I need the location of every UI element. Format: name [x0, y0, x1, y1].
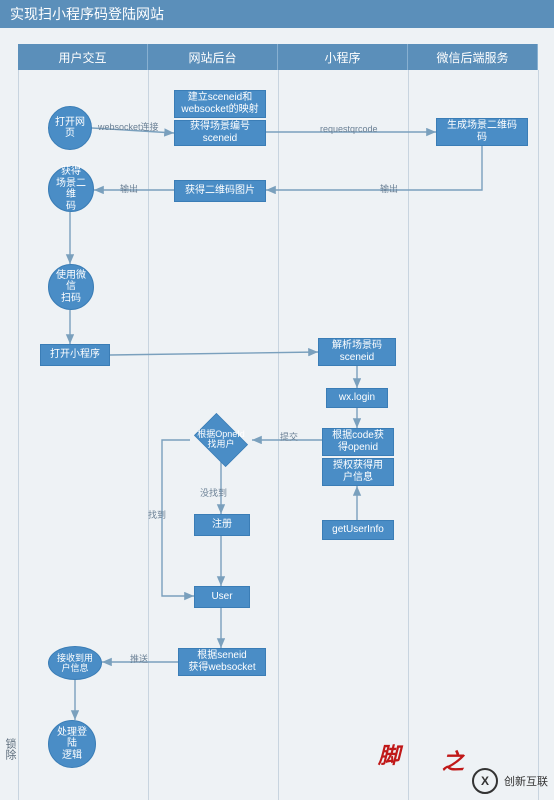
edge-label: 输出 — [380, 182, 398, 195]
flow-node-c_get_qr: 获得场景二维码 — [48, 166, 94, 212]
flow-node-r_gen_qr: 生成场景二维码码 — [436, 118, 528, 146]
flow-node-c_recv: 接收到用户信息 — [48, 646, 102, 680]
flow-node-r_qr_img: 获得二维码图片 — [174, 180, 266, 202]
decorative-glyph: 之 — [442, 744, 464, 776]
flow-node-c_open_web: 打开网页 — [48, 106, 92, 150]
lane-divider — [278, 70, 279, 800]
flow-node-r_code_open: 根据code获得openid — [322, 428, 394, 456]
lane-divider — [408, 70, 409, 800]
watermark-text: 创新互联 — [504, 773, 548, 789]
flow-node-r_get_scene: 获得场景编号sceneid — [174, 120, 266, 146]
flow-node-r_register: 注册 — [194, 514, 250, 536]
lane-header: 微信后端服务 — [408, 44, 538, 70]
flowchart-canvas: 实现扫小程序码登陆网站 用户交互网站后台小程序微信后端服务 打开网页获得场景二维… — [0, 0, 554, 800]
edge-label: 没找到 — [200, 486, 227, 499]
sidebar-vertical-text: 锁除 — [2, 738, 18, 760]
edge-label: websocket连接 — [98, 120, 159, 133]
lane-divider — [538, 70, 539, 800]
watermark: X 创新互联 — [472, 768, 548, 794]
watermark-logo-icon: X — [472, 768, 498, 794]
flow-node-c_wx_scan: 使用微信扫码 — [48, 264, 94, 310]
flow-node-r_auth_info: 授权获得用户信息 — [322, 458, 394, 486]
flow-node-r_parse: 解析场景码sceneid — [318, 338, 396, 366]
flow-node-r_ws_send: 根据seneid获得websocket — [178, 648, 266, 676]
lane-header: 用户交互 — [18, 44, 148, 70]
flow-node-r_user: User — [194, 586, 250, 608]
flow-node-r_getuser: getUserInfo — [322, 520, 394, 540]
lane-header: 网站后台 — [148, 44, 278, 70]
edge-label: 提交 — [280, 430, 298, 443]
swimlane-headers: 用户交互网站后台小程序微信后端服务 — [0, 44, 554, 70]
lane-header: 小程序 — [278, 44, 408, 70]
edge-label: 推送 — [130, 652, 148, 665]
edge-label: 找到 — [148, 508, 166, 521]
flow-node-d_findopen: 根据OpneId找用户 — [190, 418, 252, 462]
decorative-glyph: 脚 — [378, 738, 400, 770]
flow-node-c_handle: 处理登陆逻辑 — [48, 720, 96, 768]
edge-label: requestqrcode — [320, 124, 378, 134]
flow-node-r_open_mp: 打开小程序 — [40, 344, 110, 366]
flow-node-r_wxlogin: wx.login — [326, 388, 388, 408]
title-text: 实现扫小程序码登陆网站 — [10, 4, 164, 24]
edge-label: 输出 — [120, 182, 138, 195]
flow-node-r_map: 建立sceneid和websocket的映射 — [174, 90, 266, 118]
title-bar: 实现扫小程序码登陆网站 — [0, 0, 554, 28]
lane-divider — [148, 70, 149, 800]
